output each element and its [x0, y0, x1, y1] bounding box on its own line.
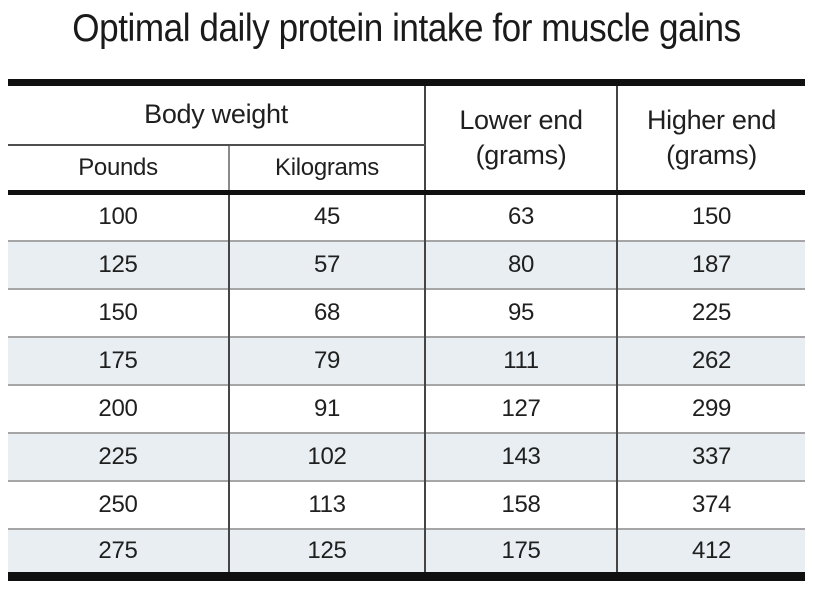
table-cell-higher: 225	[616, 287, 806, 337]
table-cell-higher: 150	[616, 192, 806, 241]
table-header: Body weight Lower end (grams) Higher end…	[8, 82, 806, 193]
table-cell-kilograms: 79	[227, 335, 426, 385]
table-row: 275 125 175 412	[8, 527, 806, 577]
table-row: 225 102 143 337	[8, 431, 806, 481]
table-row: 250 113 158 374	[8, 479, 806, 529]
col-header-lower-end-label: Lower end	[459, 105, 583, 136]
table-cell-higher: 299	[616, 383, 806, 433]
table-cell-kilograms: 57	[227, 239, 426, 289]
table-body: 100 45 63 150 125 57 80 187 150 68 95 22…	[8, 192, 806, 577]
table-cell-lower: 127	[424, 383, 618, 433]
table-cell-pounds: 100	[98, 203, 138, 231]
table-cell-pounds: 225	[8, 431, 229, 481]
table-cell-pounds: 125	[8, 239, 229, 289]
col-header-higher-end-unit: (grams)	[666, 140, 757, 170]
table-row: 200 91 127 299	[8, 383, 806, 433]
table-cell-higher: 262	[616, 335, 806, 385]
table-cell-lower: 80	[424, 239, 618, 289]
table-row: 150 68 95 225	[8, 287, 806, 337]
col-header-higher-end-label: Higher end	[646, 105, 777, 136]
col-header-higher-end: Higher end (grams)	[616, 82, 806, 193]
table-cell-lower: 63	[424, 192, 618, 241]
col-header-lower-end: Lower end (grams)	[424, 82, 618, 193]
col-header-kilograms: Kilograms	[227, 144, 426, 193]
table-cell-kilograms: 68	[227, 287, 426, 337]
table-cell-lower: 143	[424, 431, 618, 481]
table-row: 100 45 63 150	[8, 192, 806, 241]
table-cell-kilograms: 91	[227, 383, 426, 433]
table-cell-higher: 337	[616, 431, 806, 481]
table-cell-lower: 175	[424, 527, 618, 577]
col-header-lower-end-unit: (grams)	[475, 140, 567, 170]
table-cell-kilograms: 113	[227, 479, 426, 529]
table-cell-pounds: 250	[8, 479, 229, 529]
table-cell-higher: 412	[616, 527, 806, 577]
table-cell-kilograms: 45	[227, 192, 426, 241]
table-cell-lower: 95	[424, 287, 618, 337]
table-cell-pounds: 150	[8, 287, 229, 337]
table-cell-higher: 187	[616, 239, 806, 289]
table-row: 175 79 111 262	[8, 335, 806, 385]
table-cell-pounds: 275	[8, 527, 229, 577]
table-cell-lower: 158	[424, 479, 618, 529]
header-row-main: Body weight Lower end (grams) Higher end…	[8, 82, 806, 193]
col-header-pounds: Pounds	[78, 153, 158, 181]
header-row-sub: Pounds Kilograms	[8, 144, 805, 193]
table-row: 125 57 80 187	[8, 239, 806, 289]
table-cell-kilograms: 102	[227, 431, 426, 481]
protein-intake-table: Body weight Lower end (grams) Higher end…	[8, 79, 806, 581]
table-cell-pounds: 175	[8, 335, 229, 385]
table-cell-higher: 374	[616, 479, 806, 529]
page-title: Optimal daily protein intake for muscle …	[72, 7, 741, 50]
col-header-body-weight: Body weight	[8, 82, 426, 146]
table-cell-pounds: 200	[8, 383, 229, 433]
table-cell-kilograms: 125	[227, 527, 426, 577]
table-cell-lower: 111	[424, 335, 618, 385]
